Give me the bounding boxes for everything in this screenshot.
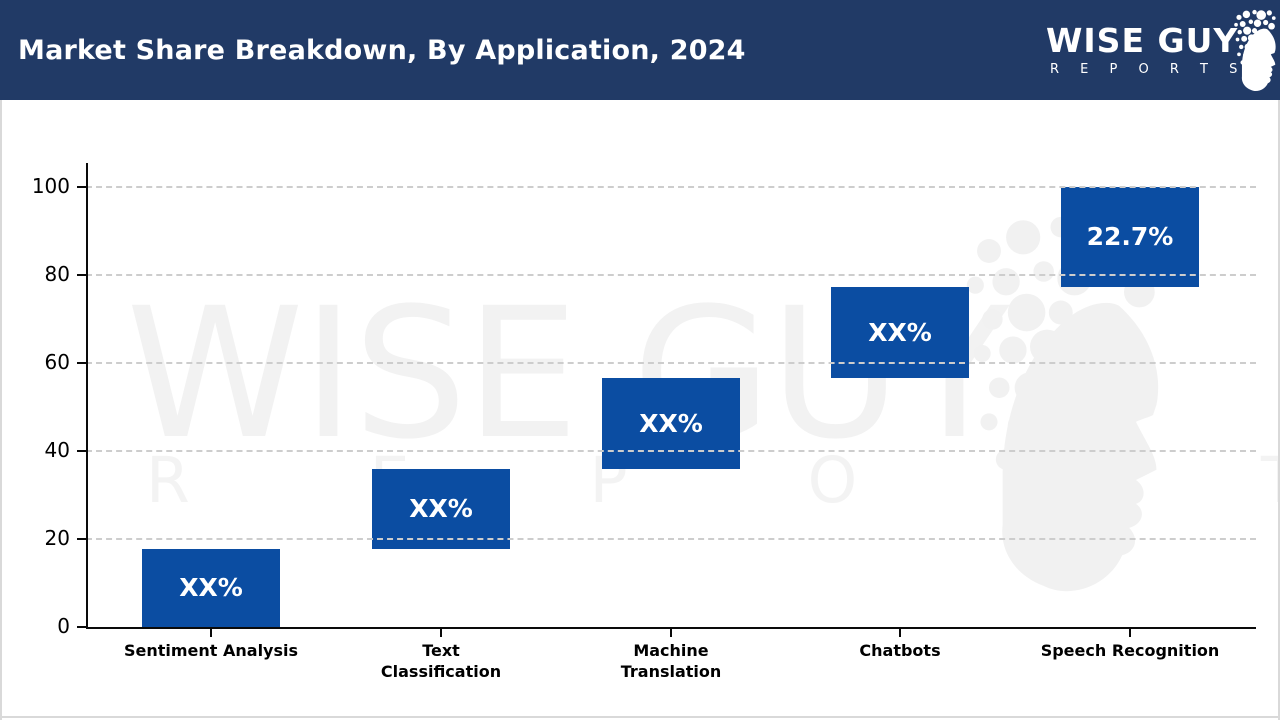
- chart-title: Market Share Breakdown, By Application, …: [18, 35, 746, 66]
- y-tick-label: 20: [44, 526, 70, 550]
- bar-segment: XX%: [602, 378, 740, 469]
- grid-line: [86, 538, 1256, 540]
- bar-value-label: XX%: [868, 318, 932, 347]
- right-border: [1278, 100, 1280, 720]
- category-label-line: Machine: [633, 641, 709, 660]
- y-tick-label: 0: [57, 614, 70, 638]
- bar-segment: XX%: [142, 549, 280, 627]
- y-tick: [77, 626, 86, 628]
- y-tick-label: 60: [44, 350, 70, 374]
- y-tick: [77, 538, 86, 540]
- y-tick-label: 40: [44, 438, 70, 462]
- grid-line: [86, 362, 1256, 364]
- bar-value-label: XX%: [409, 494, 473, 523]
- category-label-line: Speech Recognition: [1040, 641, 1220, 660]
- grid-line: [86, 274, 1256, 276]
- category-label-line: Sentiment Analysis: [123, 641, 299, 660]
- category-label: Sentiment Analysis: [91, 640, 331, 661]
- bar-value-label: 22.7%: [1086, 222, 1174, 251]
- bar-segment: 22.7%: [1061, 187, 1199, 287]
- logo-subtitle: R E P O R T S: [1050, 62, 1246, 77]
- header-bar: Market Share Breakdown, By Application, …: [0, 0, 1280, 100]
- y-tick-label: 100: [31, 174, 70, 198]
- category-label-line: Classification: [380, 662, 502, 681]
- x-tick: [210, 629, 212, 637]
- grid-line: [86, 450, 1256, 452]
- x-tick: [899, 629, 901, 637]
- category-label: Speech Recognition: [1010, 640, 1250, 661]
- wise-guy-face-icon: [1202, 8, 1276, 94]
- bar-segment: XX%: [372, 469, 510, 549]
- y-tick: [77, 362, 86, 364]
- category-label-line: Text: [422, 641, 460, 660]
- y-tick: [77, 186, 86, 188]
- left-border: [0, 100, 2, 720]
- wise-guy-logo: WISE GUY R E P O R T S: [1010, 5, 1272, 97]
- bar-value-label: XX%: [639, 409, 703, 438]
- x-tick: [1129, 629, 1131, 637]
- category-label: Machine Translation: [551, 640, 791, 682]
- category-label: Chatbots: [780, 640, 1020, 661]
- grid-line: [86, 186, 1256, 188]
- y-tick: [77, 450, 86, 452]
- x-axis-spine: [86, 627, 1256, 629]
- category-label-line: Translation: [620, 662, 722, 681]
- x-tick: [670, 629, 672, 637]
- y-tick: [77, 274, 86, 276]
- x-tick: [440, 629, 442, 637]
- category-label: Text Classification: [321, 640, 561, 682]
- logo-wordmark: WISE GUY: [1046, 21, 1239, 60]
- y-tick-label: 80: [44, 262, 70, 286]
- bar-value-label: XX%: [179, 573, 243, 602]
- bottom-border: [0, 716, 1280, 718]
- bar-segment: XX%: [831, 287, 969, 378]
- category-label-line: Chatbots: [859, 641, 941, 660]
- y-axis-spine: [86, 163, 88, 629]
